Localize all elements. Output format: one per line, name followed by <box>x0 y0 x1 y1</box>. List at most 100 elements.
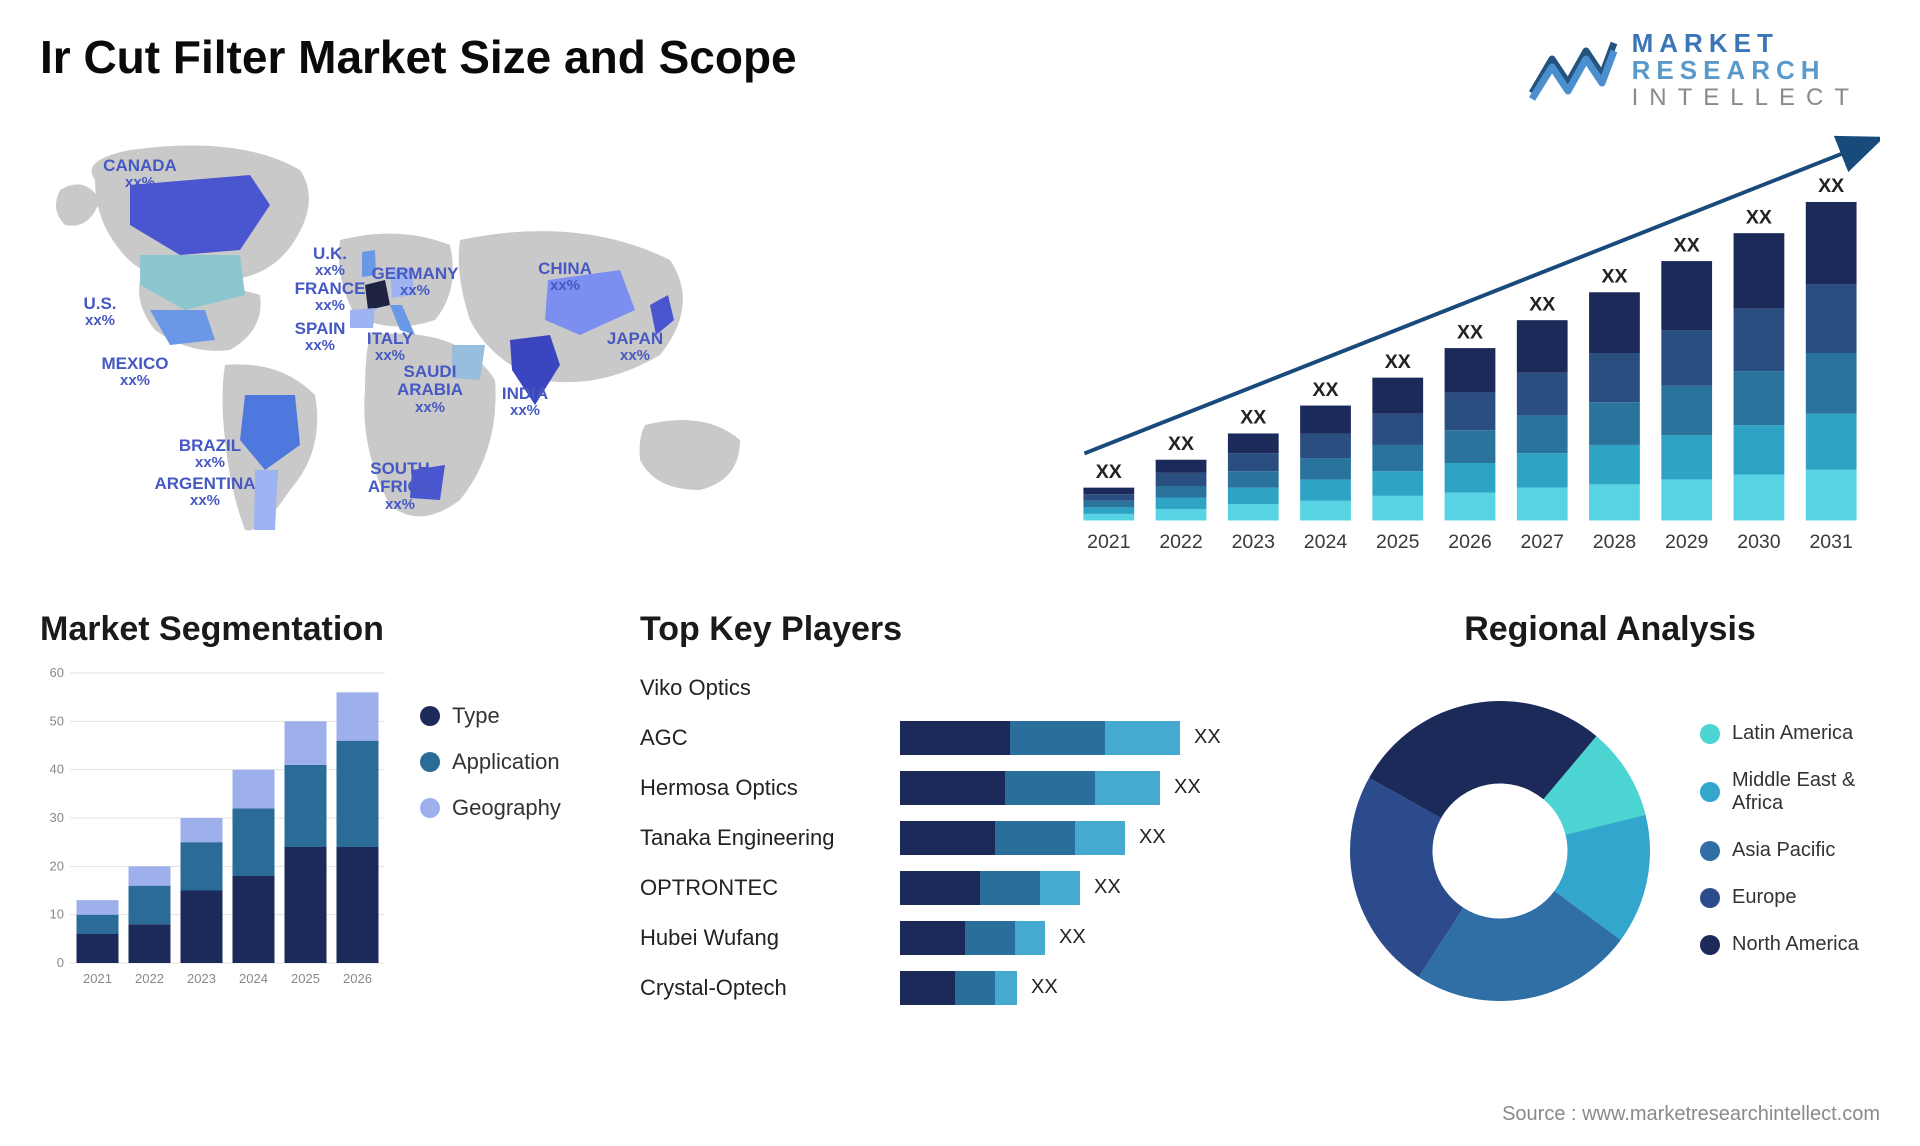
map-label-spain: SPAINxx% <box>295 320 346 355</box>
player-value: XX <box>1174 776 1201 799</box>
source-label: Source : www.marketresearchintellect.com <box>1502 1103 1880 1126</box>
seg-legend-label: Geography <box>452 795 561 821</box>
player-bar <box>900 771 1160 805</box>
map-label-mexico: MEXICOxx% <box>101 355 168 390</box>
player-name: Viko Optics <box>640 663 870 713</box>
seg-legend-geography: Geography <box>420 795 600 821</box>
player-bar-row: XX <box>900 963 1300 1013</box>
player-bar-segment <box>1010 721 1105 755</box>
svg-text:XX: XX <box>1818 175 1844 197</box>
map-label-china: CHINAxx% <box>538 260 592 295</box>
player-bar-segment <box>1005 771 1095 805</box>
players-title: Top Key Players <box>640 610 1300 649</box>
regional-title: Regional Analysis <box>1340 610 1880 649</box>
segmentation-legend: Type Application Geography <box>420 663 600 1040</box>
seg-legend-label: Type <box>452 703 500 729</box>
player-bar <box>900 821 1125 855</box>
map-label-japan: JAPANxx% <box>607 330 663 365</box>
swatch-icon <box>1700 935 1720 955</box>
svg-text:XX: XX <box>1385 351 1411 373</box>
region-legend-label: Latin America <box>1732 722 1853 745</box>
svg-text:2030: 2030 <box>1737 531 1781 553</box>
header: Ir Cut Filter Market Size and Scope MARK… <box>40 30 1880 110</box>
svg-text:2025: 2025 <box>291 971 320 986</box>
map-label-south-africa: SOUTHAFRICAxx% <box>368 460 432 514</box>
player-bar <box>900 721 1180 755</box>
player-bar-segment <box>980 871 1040 905</box>
player-bar-segment <box>900 771 1005 805</box>
player-bar-row <box>900 663 1300 713</box>
player-value: XX <box>1139 826 1166 849</box>
svg-text:20: 20 <box>50 858 64 873</box>
player-bar-row: XX <box>900 763 1300 813</box>
svg-text:30: 30 <box>50 810 64 825</box>
logo-line2: RESEARCH <box>1632 57 1860 84</box>
player-name: OPTRONTEC <box>640 863 870 913</box>
swatch-icon <box>1700 724 1720 744</box>
region-legend-label: Middle East & Africa <box>1732 769 1880 815</box>
segmentation-chart: 0102030405060202120222023202420252026 <box>40 663 390 1040</box>
player-bar-row: XX <box>900 713 1300 763</box>
swatch-icon <box>1700 841 1720 861</box>
svg-text:40: 40 <box>50 761 64 776</box>
player-bar-segment <box>995 971 1017 1005</box>
svg-text:2024: 2024 <box>239 971 268 986</box>
player-name: Hubei Wufang <box>640 913 870 963</box>
swatch-icon <box>1700 888 1720 908</box>
forecast-chart-svg: XX2021XX2022XX2023XX2024XX2025XX2026XX20… <box>1060 130 1880 560</box>
brand-logo: MARKET RESEARCH INTELLECT <box>1528 30 1860 110</box>
region-legend-label: North America <box>1732 933 1859 956</box>
player-value: XX <box>1059 926 1086 949</box>
player-name: Hermosa Optics <box>640 763 870 813</box>
svg-text:2024: 2024 <box>1304 531 1348 553</box>
regional-donut-svg <box>1340 691 1660 1011</box>
seg-legend-type: Type <box>420 703 600 729</box>
player-bar-segment <box>1095 771 1160 805</box>
logo-mark-icon <box>1528 35 1618 105</box>
regional-donut-wrap <box>1340 691 1660 1011</box>
region-legend-item: Europe <box>1700 886 1880 909</box>
segmentation-title: Market Segmentation <box>40 610 600 649</box>
svg-text:60: 60 <box>50 665 64 680</box>
map-label-india: INDIAxx% <box>502 385 548 420</box>
svg-text:2022: 2022 <box>135 971 164 986</box>
players-bars-list: XXXXXXXXXXXX <box>900 663 1300 1040</box>
top-row: CANADAxx%U.S.xx%MEXICOxx%BRAZILxx%ARGENT… <box>40 130 1880 570</box>
player-bar <box>900 871 1080 905</box>
player-bar-row: XX <box>900 813 1300 863</box>
segmentation-panel: Market Segmentation 01020304050602021202… <box>40 610 600 1040</box>
player-bar-segment <box>900 871 980 905</box>
player-bar-segment <box>995 821 1075 855</box>
player-bar-segment <box>900 721 1010 755</box>
svg-text:2021: 2021 <box>1087 531 1130 553</box>
player-bar-row: XX <box>900 913 1300 963</box>
forecast-chart-panel: XX2021XX2022XX2023XX2024XX2025XX2026XX20… <box>1060 130 1880 570</box>
map-label-saudi-arabia: SAUDIARABIAxx% <box>397 363 463 417</box>
svg-text:2028: 2028 <box>1593 531 1636 553</box>
map-label-france: FRANCExx% <box>295 280 366 315</box>
logo-line3: INTELLECT <box>1632 85 1860 110</box>
player-name: Tanaka Engineering <box>640 813 870 863</box>
seg-legend-application: Application <box>420 749 600 775</box>
svg-text:10: 10 <box>50 906 64 921</box>
svg-text:2027: 2027 <box>1521 531 1564 553</box>
region-legend-item: Asia Pacific <box>1700 839 1880 862</box>
player-name: Crystal-Optech <box>640 963 870 1013</box>
region-legend-label: Europe <box>1732 886 1797 909</box>
svg-text:2031: 2031 <box>1809 531 1852 553</box>
swatch-icon <box>1700 782 1720 802</box>
player-bar-segment <box>900 821 995 855</box>
bottom-row: Market Segmentation 01020304050602021202… <box>40 610 1880 1040</box>
svg-text:XX: XX <box>1457 321 1483 343</box>
player-bar-segment <box>1075 821 1125 855</box>
svg-text:2021: 2021 <box>83 971 112 986</box>
swatch-icon <box>420 706 440 726</box>
player-value: XX <box>1031 976 1058 999</box>
player-bar <box>900 971 1017 1005</box>
svg-text:XX: XX <box>1529 293 1555 315</box>
region-legend-item: Latin America <box>1700 722 1880 745</box>
page-title: Ir Cut Filter Market Size and Scope <box>40 30 797 84</box>
map-label-canada: CANADAxx% <box>103 157 177 192</box>
player-bar-segment <box>1105 721 1180 755</box>
svg-text:2029: 2029 <box>1665 531 1708 553</box>
